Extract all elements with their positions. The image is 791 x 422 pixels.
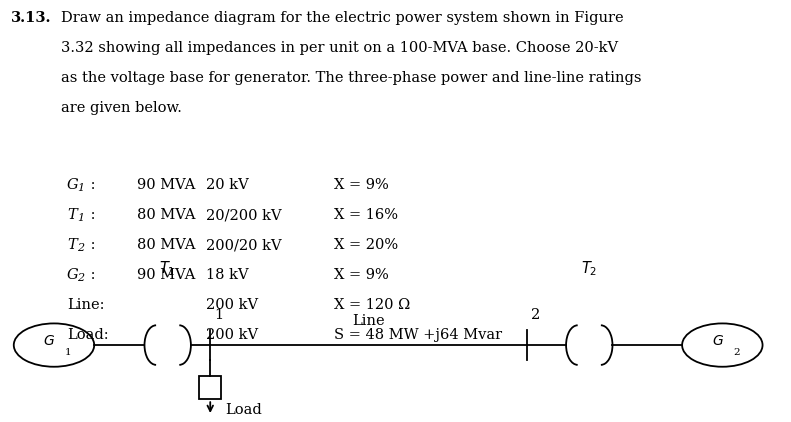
Text: Line: Line — [353, 314, 385, 328]
Text: 1: 1 — [78, 184, 85, 193]
Text: 200 kV: 200 kV — [206, 298, 259, 312]
Text: Line:: Line: — [67, 298, 104, 312]
Text: :: : — [86, 179, 96, 192]
Text: G: G — [67, 268, 79, 282]
Text: $T_1$: $T_1$ — [160, 260, 176, 279]
Text: 2: 2 — [78, 273, 85, 284]
Text: 200/20 kV: 200/20 kV — [206, 238, 282, 252]
Text: 1: 1 — [78, 214, 85, 223]
Text: 18 kV: 18 kV — [206, 268, 249, 282]
Text: 2: 2 — [532, 308, 540, 322]
Text: :: : — [86, 268, 96, 282]
Text: 20 kV: 20 kV — [206, 179, 249, 192]
Text: S = 48 MW +j64 Mvar: S = 48 MW +j64 Mvar — [334, 328, 502, 342]
Text: X = 16%: X = 16% — [334, 208, 398, 222]
Text: 2: 2 — [733, 348, 740, 357]
Text: Load:: Load: — [67, 328, 109, 342]
Text: as the voltage base for generator. The three-phase power and line-line ratings: as the voltage base for generator. The t… — [61, 70, 642, 84]
Text: X = 120 Ω: X = 120 Ω — [334, 298, 411, 312]
Text: 200 kV: 200 kV — [206, 328, 259, 342]
Text: 80 MVA: 80 MVA — [137, 238, 195, 252]
Text: :: : — [86, 208, 96, 222]
Text: 90 MVA: 90 MVA — [137, 268, 195, 282]
Text: X = 9%: X = 9% — [334, 179, 388, 192]
Text: 1: 1 — [214, 308, 223, 322]
Text: X = 9%: X = 9% — [334, 268, 388, 282]
Text: 2: 2 — [78, 243, 85, 254]
Text: 3.32 showing all impedances in per unit on a 100-MVA base. Choose 20-kV: 3.32 showing all impedances in per unit … — [61, 41, 618, 54]
Text: Load: Load — [225, 403, 263, 417]
Text: are given below.: are given below. — [61, 100, 182, 114]
Text: 90 MVA: 90 MVA — [137, 179, 195, 192]
Text: Draw an impedance diagram for the electric power system shown in Figure: Draw an impedance diagram for the electr… — [61, 11, 623, 24]
Text: $G$: $G$ — [712, 334, 724, 348]
Text: 80 MVA: 80 MVA — [137, 208, 195, 222]
Text: X = 20%: X = 20% — [334, 238, 398, 252]
Text: T: T — [67, 208, 77, 222]
Text: 20/200 kV: 20/200 kV — [206, 208, 282, 222]
Text: 1: 1 — [65, 348, 71, 357]
Bar — [199, 376, 221, 399]
Text: $G$: $G$ — [44, 334, 55, 348]
Text: :: : — [86, 238, 96, 252]
Text: T: T — [67, 238, 77, 252]
Text: 3.13.: 3.13. — [10, 11, 51, 24]
Text: G: G — [67, 179, 79, 192]
Text: $T_2$: $T_2$ — [581, 260, 597, 279]
